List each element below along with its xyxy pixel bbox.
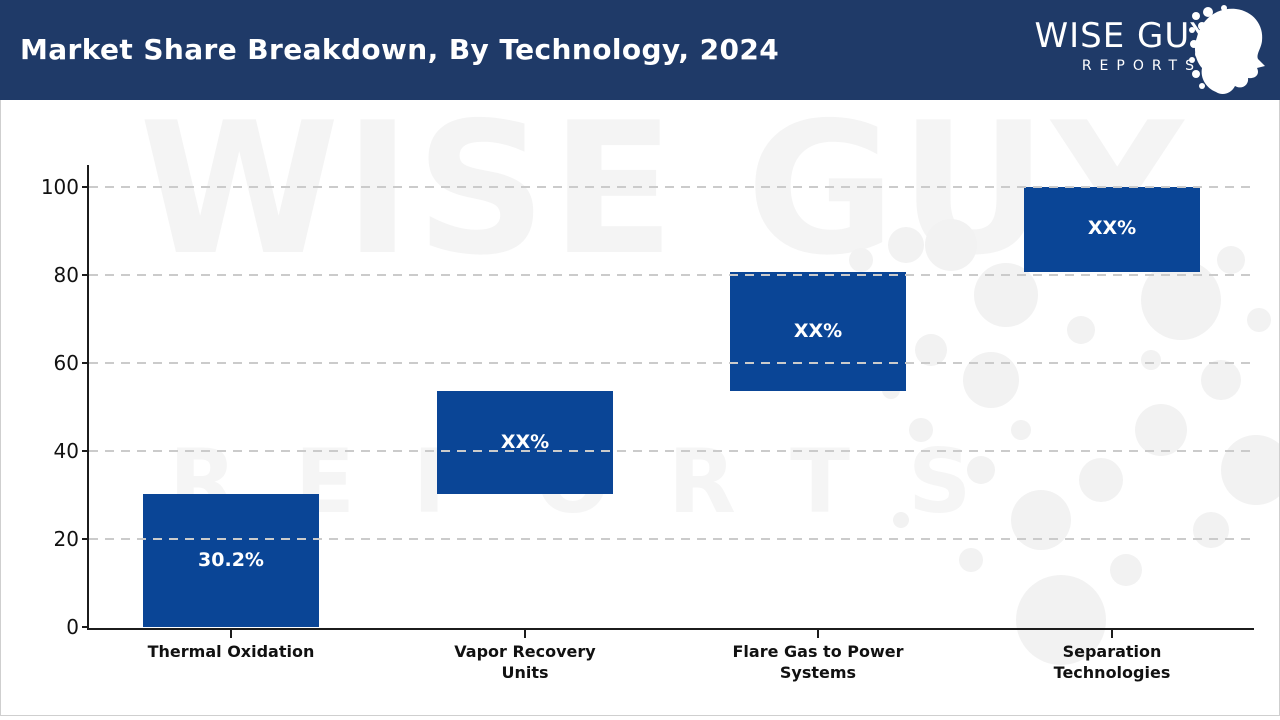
- y-tick-label: 60: [53, 351, 79, 375]
- bar: [437, 391, 613, 495]
- x-category-label: Separation Technologies: [1053, 642, 1171, 682]
- y-axis-tick: [82, 362, 89, 364]
- brand-subname: REPORTS: [1081, 58, 1202, 74]
- x-axis-tick: [817, 630, 819, 638]
- chart-panel: WISE GUY REPORTS 02040608010030.2%XX%XX%…: [0, 100, 1280, 716]
- x-axis-tick: [230, 630, 232, 638]
- brand-face-icon: [1189, 5, 1265, 95]
- gridline: [89, 450, 1254, 452]
- y-axis-tick: [82, 450, 89, 452]
- gridline: [89, 538, 1254, 540]
- page-title: Market Share Breakdown, By Technology, 2…: [20, 33, 780, 66]
- watermark-text: WISE GUY: [139, 100, 1188, 295]
- y-tick-label: 100: [40, 175, 79, 199]
- y-axis-line: [87, 165, 89, 629]
- y-axis-tick: [82, 538, 89, 540]
- x-axis-line: [87, 628, 1254, 630]
- bar-value-label: XX%: [500, 430, 550, 453]
- x-category-label: Thermal Oxidation: [147, 642, 315, 661]
- bar: [730, 271, 906, 392]
- gridline: [89, 362, 1254, 364]
- x-category-label: Vapor Recovery Units: [454, 642, 596, 682]
- y-tick-label: 40: [53, 439, 79, 463]
- brand-logo: WISE GUY REPORTS: [1030, 0, 1280, 100]
- x-axis-tick: [1111, 630, 1113, 638]
- y-axis-tick: [82, 626, 89, 628]
- x-axis-tick: [524, 630, 526, 638]
- gridline: [89, 186, 1254, 188]
- y-axis-tick: [82, 186, 89, 188]
- bar: [143, 494, 319, 627]
- y-axis-tick: [82, 274, 89, 276]
- y-tick-label: 0: [66, 615, 79, 639]
- bar: [1024, 187, 1200, 272]
- y-tick-label: 20: [53, 527, 79, 551]
- x-category-label: Flare Gas to Power Systems: [732, 642, 904, 682]
- y-tick-label: 80: [53, 263, 79, 287]
- bar-value-label: XX%: [1087, 217, 1137, 240]
- bar-value-label: 30.2%: [198, 548, 264, 571]
- brand-name: WISE GUY: [1034, 16, 1212, 56]
- header-bar: Market Share Breakdown, By Technology, 2…: [0, 0, 1280, 100]
- gridline: [89, 274, 1254, 276]
- bar-value-label: XX%: [793, 319, 843, 342]
